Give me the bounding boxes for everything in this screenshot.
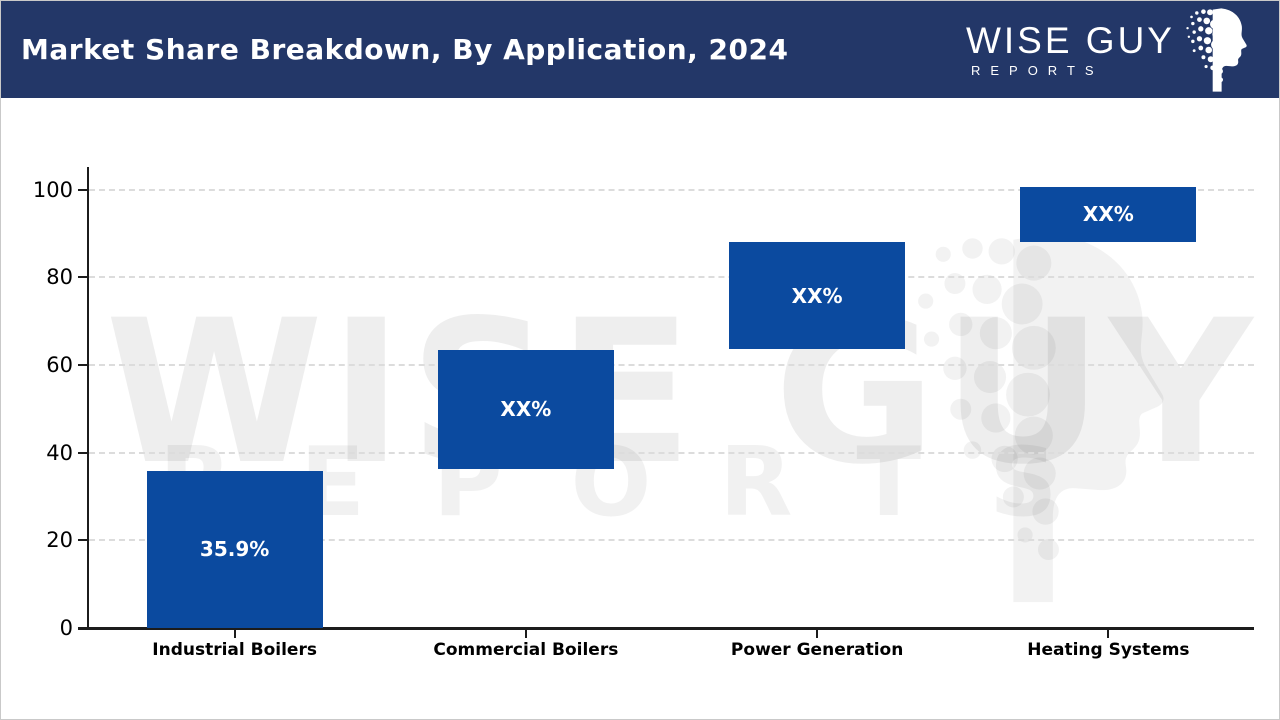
logo-text: WISE GUY REPORTS <box>965 19 1175 78</box>
gridline <box>89 451 1254 454</box>
y-axis-tick-mark <box>78 451 87 454</box>
bar-segment: XX% <box>1020 186 1197 243</box>
y-axis-tick-label: 80 <box>46 265 73 290</box>
gridline <box>89 276 1254 279</box>
gridline <box>89 539 1254 542</box>
page-title: Market Share Breakdown, By Application, … <box>21 33 789 66</box>
gridline <box>89 188 1254 191</box>
waterfall-chart: 0 20 40 60 80 100 35.9% Industrial Boilers XX% Co… <box>1 98 1279 719</box>
header: Market Share Breakdown, By Application, … <box>1 1 1279 98</box>
y-axis-tick-label: 0 <box>59 616 73 640</box>
x-axis-category-label: Heating Systems <box>1027 640 1190 660</box>
logo-wordmark: WISE GUY <box>965 19 1175 61</box>
bar-segment: XX% <box>729 242 906 350</box>
bar-value-label: XX% <box>791 283 843 308</box>
bar-value-label: XX% <box>500 397 552 422</box>
x-axis-category-label: Commercial Boilers <box>433 640 619 660</box>
y-axis-tick-mark <box>78 363 87 366</box>
bar-segment: 35.9% <box>146 470 323 628</box>
x-axis-tick-mark <box>1107 630 1110 638</box>
y-axis-tick-label: 20 <box>46 528 73 553</box>
y-axis-tick-label: 40 <box>46 440 73 465</box>
y-axis-tick-mark <box>78 539 87 542</box>
x-axis-tick-mark <box>816 630 819 638</box>
gridline <box>89 363 1254 366</box>
bar-segment: XX% <box>437 349 614 469</box>
y-axis-line <box>87 167 89 630</box>
x-axis-tick-mark <box>524 630 527 638</box>
x-axis-category-label: Power Generation <box>730 640 904 660</box>
logo-subtext: REPORTS <box>970 62 1104 78</box>
logo-face-icon <box>1186 7 1247 92</box>
y-axis-tick-label: 60 <box>46 352 73 377</box>
x-axis-line <box>78 627 1254 630</box>
y-axis-tick-label: 100 <box>32 177 73 202</box>
y-axis-tick-mark <box>78 276 87 279</box>
brand-logo: WISE GUY REPORTS <box>966 7 1253 93</box>
y-axis-tick-mark <box>78 188 87 191</box>
bar-value-label: XX% <box>1082 202 1134 227</box>
bar-value-label: 35.9% <box>199 537 270 562</box>
x-axis-category-label: Industrial Boilers <box>152 640 317 660</box>
chart-canvas: WISE GUY REPORTS 0 20 40 60 80 100 35.9% Indust… <box>1 98 1279 719</box>
x-axis-tick-mark <box>233 630 236 638</box>
